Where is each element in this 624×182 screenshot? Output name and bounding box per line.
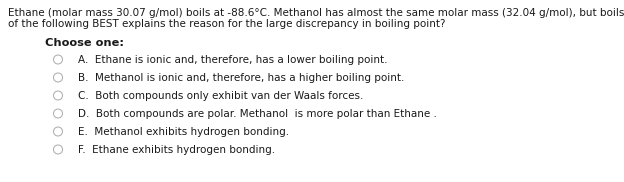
Text: of the following BEST explains the reason for the large discrepancy in boiling p: of the following BEST explains the reaso… xyxy=(8,19,446,29)
Text: F.  Ethane exhibits hydrogen bonding.: F. Ethane exhibits hydrogen bonding. xyxy=(78,145,275,155)
Text: D.  Both compounds are polar. Methanol  is more polar than Ethane .: D. Both compounds are polar. Methanol is… xyxy=(78,109,437,119)
Text: A.  Ethane is ionic and, therefore, has a lower boiling point.: A. Ethane is ionic and, therefore, has a… xyxy=(78,55,388,65)
Text: C.  Both compounds only exhibit van der Waals forces.: C. Both compounds only exhibit van der W… xyxy=(78,91,363,101)
Text: E.  Methanol exhibits hydrogen bonding.: E. Methanol exhibits hydrogen bonding. xyxy=(78,127,289,137)
Text: B.  Methanol is ionic and, therefore, has a higher boiling point.: B. Methanol is ionic and, therefore, has… xyxy=(78,73,404,83)
Text: Choose one:: Choose one: xyxy=(45,38,124,48)
Text: Ethane (molar mass 30.07 g/mol) boils at -88.6°C. Methanol has almost the same m: Ethane (molar mass 30.07 g/mol) boils at… xyxy=(8,8,624,18)
